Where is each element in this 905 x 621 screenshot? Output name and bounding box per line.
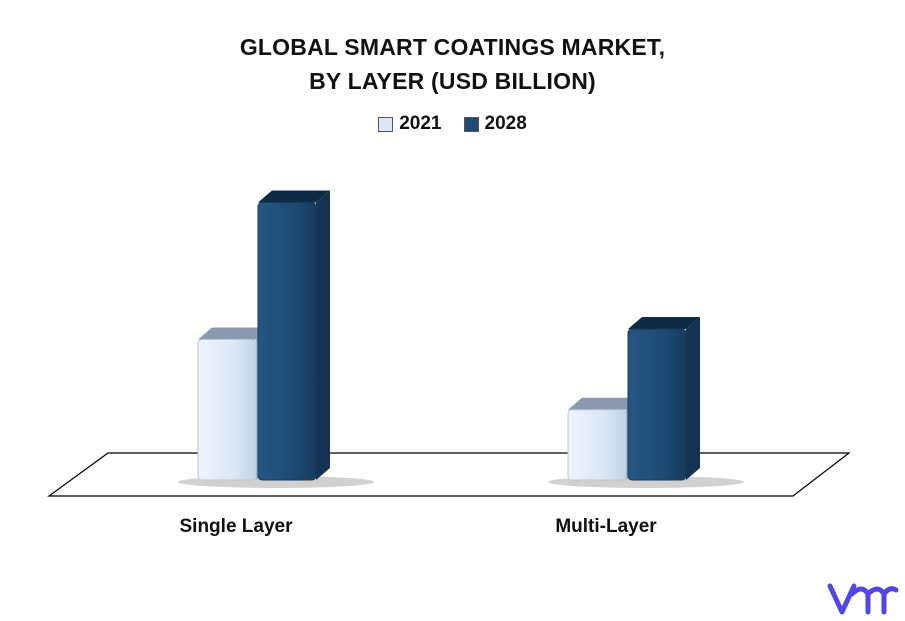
- chart-title-line: GLOBAL SMART COATINGS MARKET,: [239, 34, 666, 60]
- bar-2028-single-layer: [257, 190, 330, 481]
- legend-label: 2021: [399, 113, 442, 134]
- x-tick-label: Single Layer: [180, 516, 294, 537]
- legend-item-2028: 2028: [463, 113, 527, 135]
- legend-item-2021: 2021: [378, 113, 442, 135]
- bar-side: [316, 190, 330, 481]
- bar-front: [567, 409, 627, 481]
- bar-2028-multi-layer: [627, 316, 700, 481]
- bar-top: [198, 327, 270, 340]
- bar-front: [197, 339, 257, 481]
- chart-title-line: BY LAYER (USD BILLION): [309, 68, 596, 94]
- chart-title: GLOBAL SMART COATINGS MARKET, BY LAYER (…: [0, 30, 905, 98]
- legend-swatch: [463, 116, 479, 132]
- bar-front: [257, 202, 317, 481]
- bar-top: [258, 190, 330, 203]
- bar-top: [568, 397, 640, 410]
- logo-mark: [827, 583, 899, 615]
- bar-front: [627, 328, 687, 481]
- chart-floor: [47, 452, 851, 497]
- legend-swatch: [378, 116, 394, 132]
- vmr-logo: [827, 583, 899, 615]
- bar-top: [628, 316, 700, 329]
- x-tick-label: Multi-Layer: [555, 516, 657, 537]
- legend: 2021 2028: [0, 113, 905, 135]
- legend-label: 2028: [484, 113, 527, 134]
- bar-side: [686, 316, 700, 480]
